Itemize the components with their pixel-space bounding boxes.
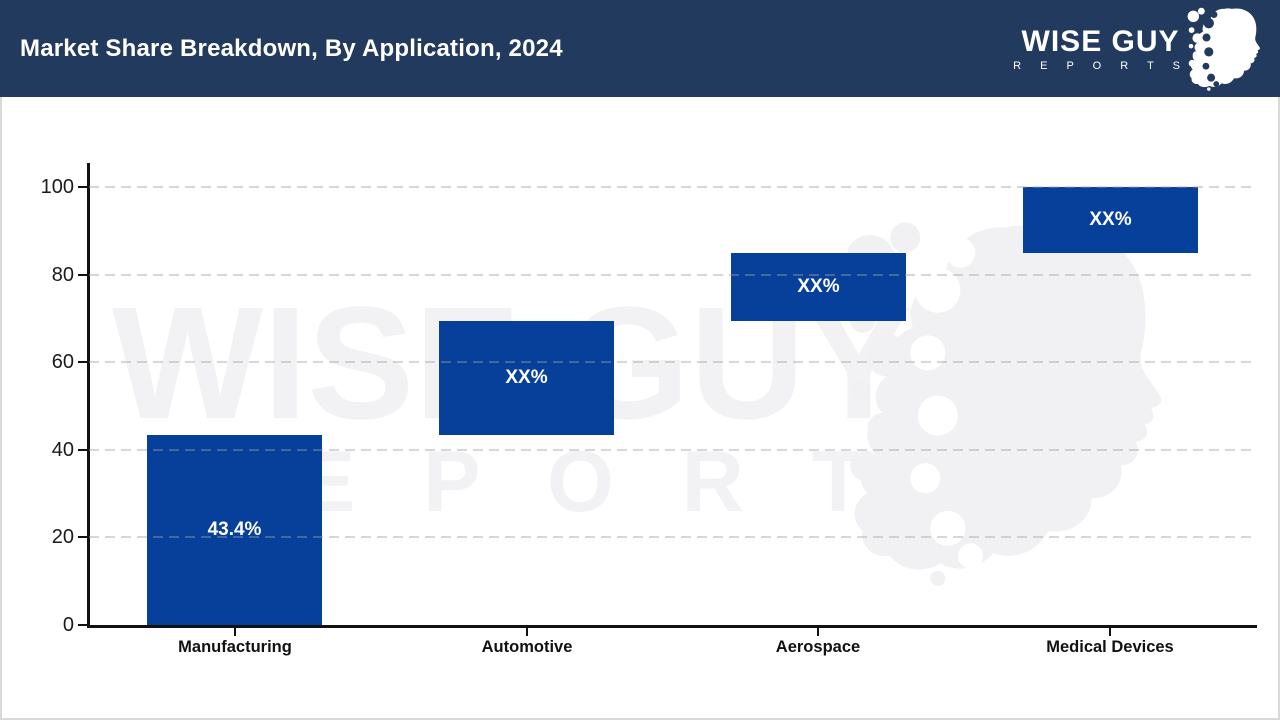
y-tick-label: 0 <box>62 614 74 636</box>
x-tick <box>817 628 819 636</box>
bar-manufacturing: 43.4% <box>147 435 322 625</box>
bar-value-label: XX% <box>1089 209 1132 230</box>
gridline-y40 <box>89 448 1256 451</box>
x-axis-label-manufacturing: Manufacturing <box>178 638 292 656</box>
x-axis-spine <box>87 625 1257 628</box>
x-tick <box>526 628 528 636</box>
watermark-face-icon <box>848 222 1162 586</box>
y-tick-label: 80 <box>51 263 74 286</box>
header: Market Share Breakdown, By Application, … <box>0 0 1280 97</box>
y-tick <box>78 448 87 451</box>
logo-subname: R E P O R T S <box>1013 59 1188 72</box>
x-tick <box>1109 628 1111 636</box>
x-axis-label-medical-devices: Medical Devices <box>1046 638 1174 656</box>
x-axis-label-aerospace: Aerospace <box>775 638 861 656</box>
y-tick <box>78 185 87 188</box>
gridline-y60 <box>89 361 1256 364</box>
y-tick <box>78 273 87 276</box>
chart-title: Market Share Breakdown, By Application, … <box>20 34 563 62</box>
y-tick <box>78 536 87 539</box>
bar-value-label: XX% <box>505 367 548 388</box>
y-tick-label: 40 <box>51 438 74 461</box>
logo-text: WISE GUY R E P O R T S <box>1013 24 1188 72</box>
y-tick-label: 60 <box>51 351 74 374</box>
wise-guy-face-icon <box>1187 7 1260 91</box>
y-tick <box>78 361 87 364</box>
x-axis-label-automotive: Automotive <box>481 638 573 656</box>
y-tick <box>78 624 87 626</box>
gridline-y20 <box>89 536 1256 539</box>
bar-medical-devices: XX% <box>1023 187 1198 253</box>
y-tick-label: 20 <box>51 526 74 549</box>
bar-value-label: 43.4% <box>207 519 262 540</box>
chart-area: WISE GUY. R E P O R T S <box>0 97 1280 720</box>
y-axis-spine <box>87 163 90 628</box>
bar-value-label: XX% <box>797 276 840 297</box>
gridline-y80 <box>89 273 1256 276</box>
logo-name: WISE GUY <box>1021 24 1180 58</box>
bar-automotive: XX% <box>439 321 614 435</box>
x-tick <box>234 628 236 636</box>
gridline-y100 <box>89 185 1256 188</box>
wise-guy-logo: WISE GUY R E P O R T S <box>1013 4 1270 94</box>
bar-aerospace: XX% <box>731 253 906 321</box>
y-tick-label: 100 <box>40 175 74 198</box>
